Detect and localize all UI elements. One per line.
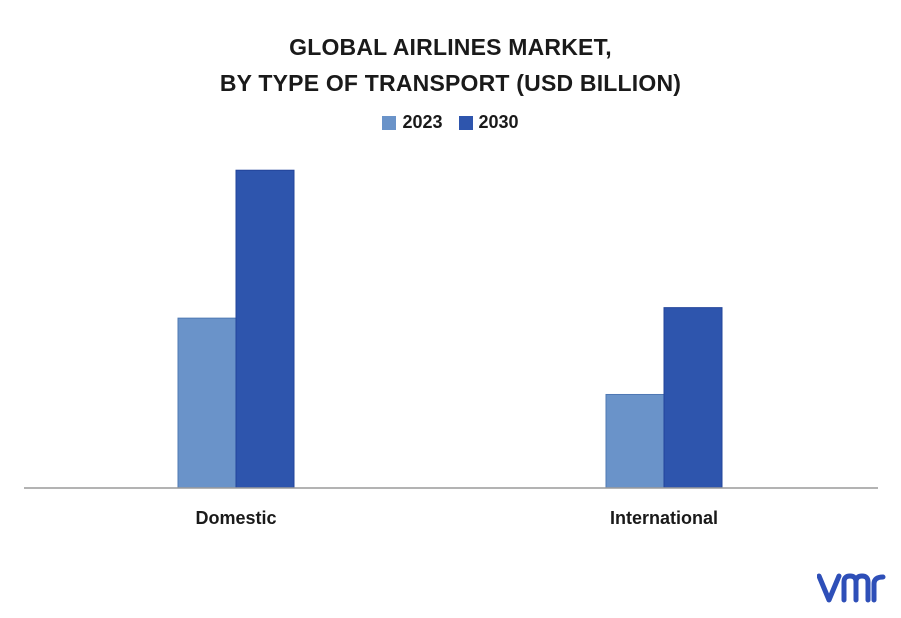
chart-title: GLOBAL AIRLINES MARKET,	[289, 34, 612, 60]
bar-international-2030	[663, 307, 723, 489]
bars-group	[177, 169, 723, 489]
vmr-logo	[817, 573, 886, 603]
legend-swatch-2023	[382, 115, 397, 130]
bar-domestic-2023	[177, 317, 237, 489]
legend-swatch-2030	[458, 115, 473, 130]
chart-subtitle: BY TYPE OF TRANSPORT (USD BILLION)	[219, 70, 682, 96]
bar-domestic-2030	[235, 169, 295, 489]
legend: 2023 2030	[0, 112, 901, 133]
bar-international-2023	[605, 393, 665, 489]
legend-item-2023: 2023	[382, 112, 443, 133]
legend-label-2030: 2030	[478, 112, 519, 132]
legend-label-2023: 2023	[402, 112, 443, 132]
legend-item-2030: 2030	[458, 112, 519, 133]
category-labels: Domestic International	[195, 508, 718, 528]
category-label-international: International	[610, 508, 718, 528]
category-label-domestic: Domestic	[195, 508, 276, 528]
